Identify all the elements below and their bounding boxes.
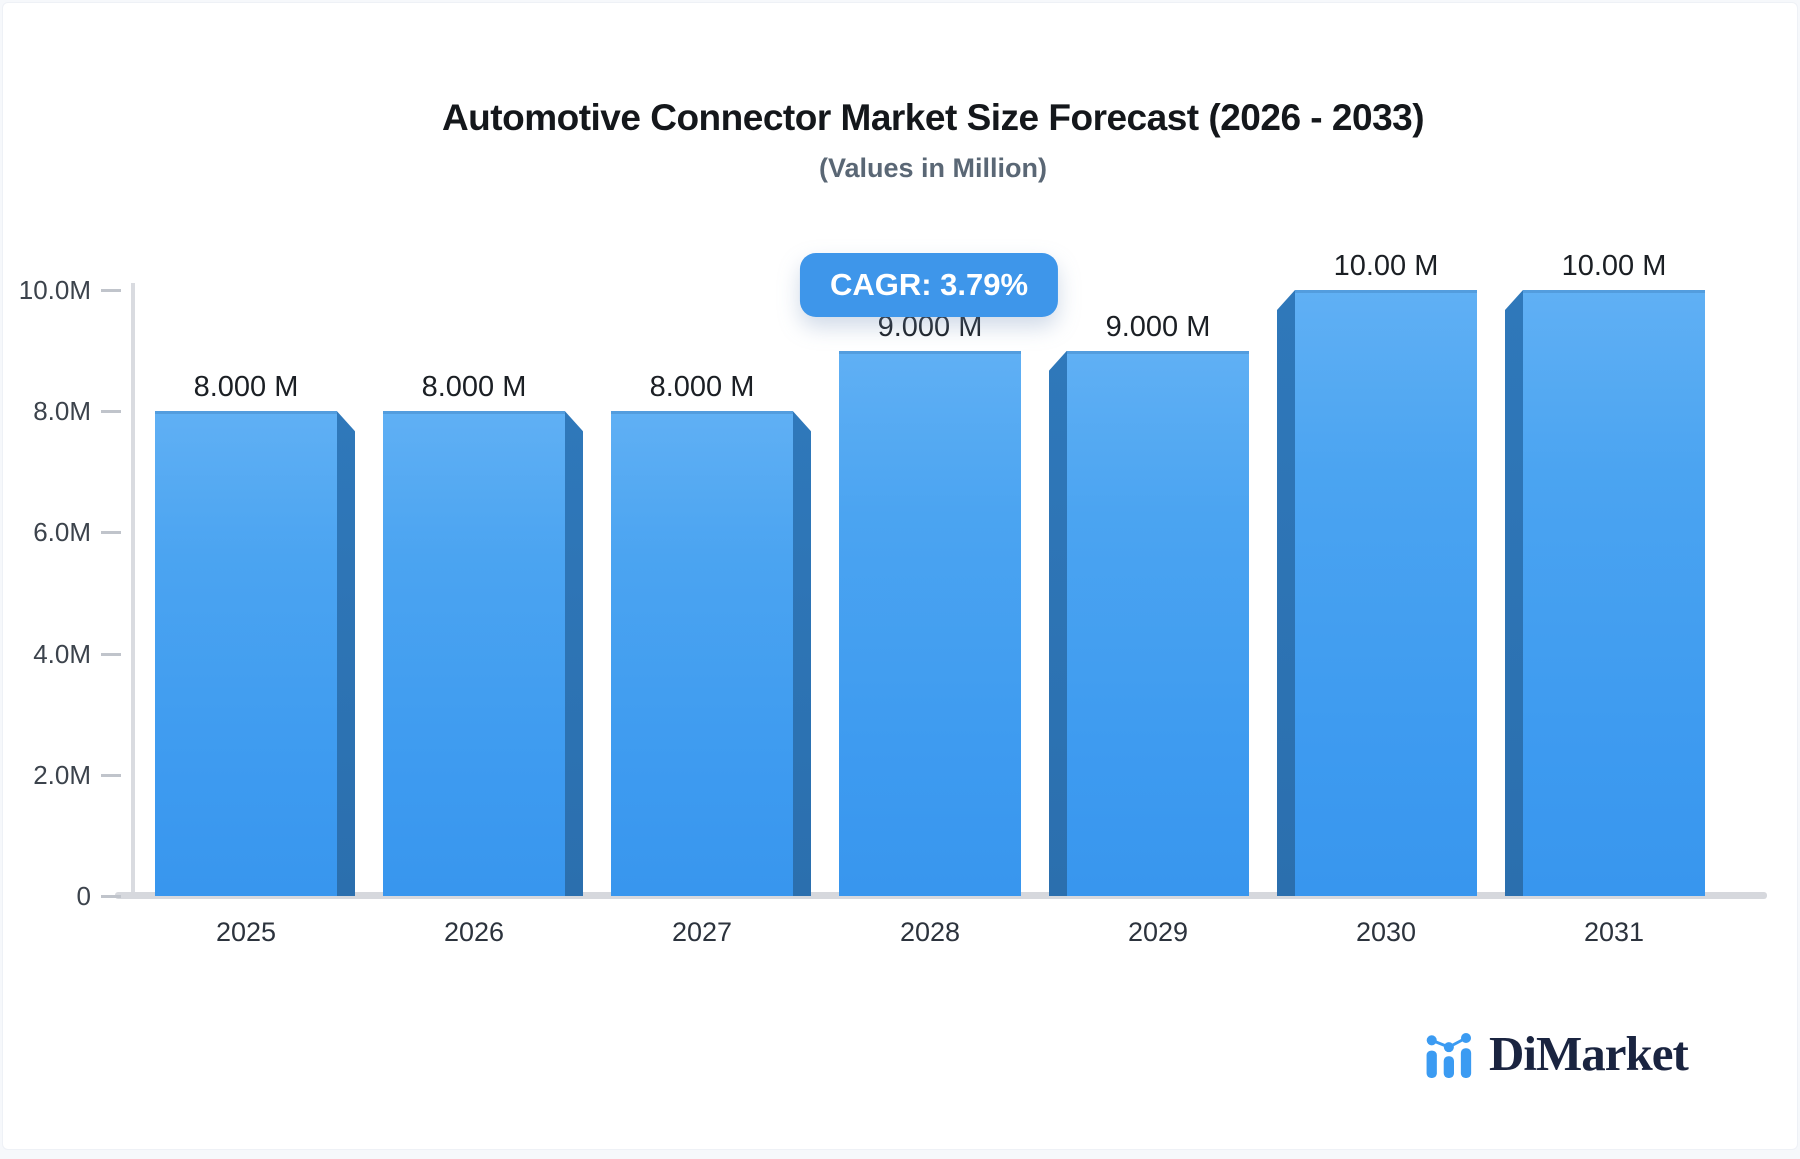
y-axis-tick-label: 0 — [76, 881, 91, 911]
bar-3d-side-2030 — [1277, 290, 1295, 896]
x-axis-label-2025: 2025 — [215, 917, 277, 947]
brand-name: DiMarket — [1489, 1026, 1689, 1081]
y-axis-line — [131, 283, 135, 896]
y-axis-tick-label: 2.0M — [33, 759, 91, 790]
bar-value-label: 8.000 M — [649, 371, 755, 404]
y-axis-tick-mark — [101, 289, 121, 292]
y-axis-tick-label: 6.0M — [33, 517, 91, 548]
y-axis-tick-mark — [101, 531, 121, 535]
y-axis-tick-label: 8.0M — [33, 396, 91, 427]
bar-3d-side-2026 — [565, 411, 583, 896]
bar-2027 — [611, 411, 793, 896]
bar-value-label: 8.000 M — [193, 371, 299, 404]
bar-value-label: 8.000 M — [421, 371, 527, 404]
bar-value-label: 9.000 M — [1105, 310, 1211, 343]
bar-3d-side-2031 — [1505, 290, 1523, 896]
y-axis-tick-label: 10.0M — [18, 275, 91, 305]
y-axis-tick-label: 4.0M — [33, 638, 91, 669]
bar-2028 — [839, 350, 1021, 896]
bar-3d-side-2027 — [793, 411, 811, 896]
x-axis-label-2028: 2028 — [899, 917, 961, 947]
bar-2031 — [1523, 290, 1705, 896]
chart-title: Automotive Connector Market Size Forecas… — [441, 97, 1425, 138]
bar-2029 — [1067, 350, 1249, 896]
plot-area: 0 2.0M 4.0M 6.0M 8.0M 10.0M 8.000 M 2025 8.000 M… — [3, 3, 1800, 1159]
bar-2025 — [155, 411, 337, 896]
bar-value-label: 10.00 M — [1561, 250, 1667, 282]
bar-3d-side-2029 — [1049, 350, 1067, 896]
bar-value-label: 10.00 M — [1333, 250, 1439, 282]
chart-subtitle: (Values in Million) — [818, 153, 1048, 183]
bar-chart-logo-icon — [1426, 1032, 1472, 1078]
x-axis-label-2029: 2029 — [1127, 917, 1189, 947]
bar-3d-side-2025 — [337, 411, 355, 896]
x-axis-label-2027: 2027 — [671, 917, 733, 947]
brand-logo: DiMarket — [1423, 1026, 1689, 1081]
x-axis-label-2026: 2026 — [443, 917, 505, 947]
y-axis-tick-mark — [101, 895, 121, 898]
y-axis-tick-mark — [101, 652, 121, 656]
x-axis-label-2031: 2031 — [1583, 917, 1645, 947]
x-axis-label-2030: 2030 — [1355, 917, 1417, 947]
bar-2030 — [1295, 290, 1477, 896]
y-axis-tick-mark — [101, 410, 121, 414]
y-axis-tick-mark — [101, 773, 121, 777]
cagr-badge: CAGR: 3.79% — [799, 253, 1059, 317]
bar-2026 — [383, 411, 565, 896]
